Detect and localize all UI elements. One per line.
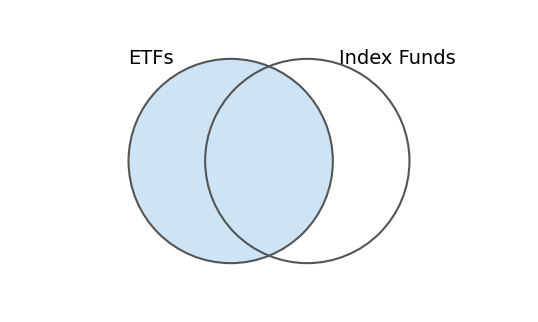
Circle shape — [205, 59, 409, 263]
Text: Index funds
that are ETFs: Index funds that are ETFs — [214, 142, 324, 180]
Text: Index Funds: Index Funds — [339, 49, 456, 68]
Circle shape — [129, 59, 333, 263]
Circle shape — [129, 59, 333, 263]
Text: ETFs: ETFs — [129, 49, 174, 68]
